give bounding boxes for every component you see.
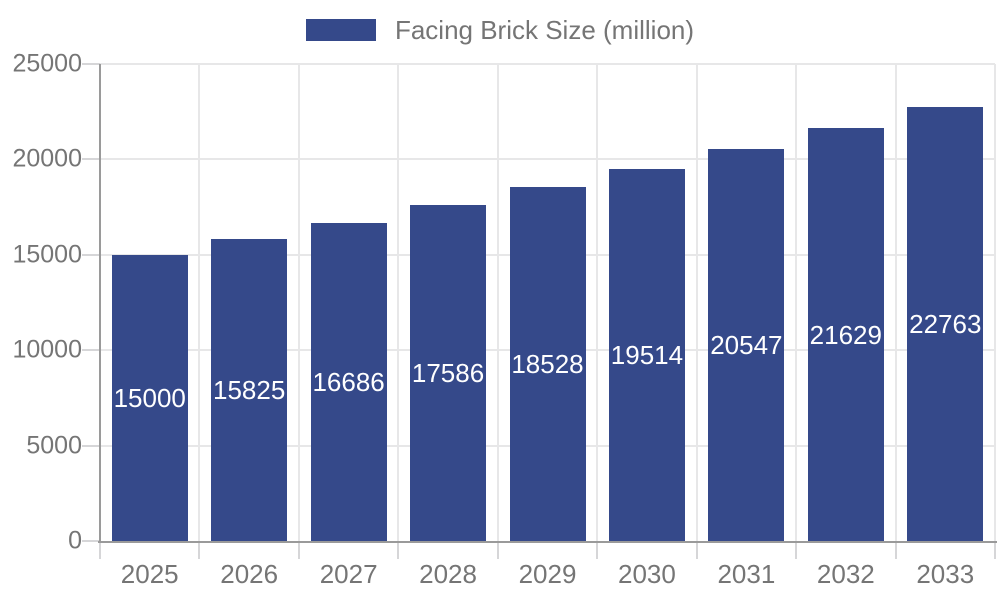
bar-value-label: 18528 xyxy=(511,349,584,380)
bar-value-label: 22763 xyxy=(909,308,982,339)
y-axis-line xyxy=(99,64,101,541)
x-tick-label: 2030 xyxy=(618,559,676,589)
y-axis-tick xyxy=(82,63,100,65)
x-tick-label: 2032 xyxy=(816,559,875,589)
x-tick-label: 2031 xyxy=(717,559,776,589)
y-tick-label: 0 xyxy=(68,526,82,555)
x-tick-label: 2028 xyxy=(419,559,477,589)
x-axis-tick xyxy=(795,541,798,559)
x-axis-tick xyxy=(596,541,599,559)
v-gridline xyxy=(198,64,201,541)
y-axis-tick xyxy=(82,540,100,542)
x-axis-tick xyxy=(994,541,996,559)
bar xyxy=(211,239,288,541)
x-axis-tick xyxy=(198,541,201,559)
bar xyxy=(907,106,984,541)
bar-value-label: 21629 xyxy=(809,319,882,350)
bar-value-label: 15000 xyxy=(113,382,186,413)
bar-value-label: 20547 xyxy=(710,329,783,360)
bar-value-label: 19514 xyxy=(610,339,684,370)
h-gridline xyxy=(100,63,995,65)
bar xyxy=(310,222,387,541)
bar xyxy=(509,187,586,541)
x-axis-tick xyxy=(297,541,300,559)
x-axis-tick xyxy=(99,541,101,559)
v-gridline xyxy=(397,64,400,541)
x-axis-tick xyxy=(496,541,499,559)
y-axis-tick xyxy=(82,349,100,352)
y-axis-tick xyxy=(82,253,100,256)
bar-value-label: 17586 xyxy=(411,358,485,389)
y-tick-label: 15000 xyxy=(12,240,82,269)
y-tick-label: 5000 xyxy=(26,431,82,460)
v-gridline xyxy=(695,64,698,541)
v-gridline xyxy=(894,64,897,541)
x-tick-label: 2029 xyxy=(518,559,577,589)
v-gridline xyxy=(596,64,599,541)
x-tick-label: 2025 xyxy=(120,559,179,589)
legend-label: Facing Brick Size (million) xyxy=(394,15,695,45)
bar xyxy=(111,254,188,541)
legend-swatch xyxy=(305,19,376,41)
x-tick-label: 2027 xyxy=(319,559,378,589)
y-tick-label: 20000 xyxy=(12,144,82,173)
bar xyxy=(410,205,487,541)
v-gridline xyxy=(297,64,300,541)
bar-value-label: 16686 xyxy=(312,366,385,397)
y-axis-tick xyxy=(82,444,100,447)
y-axis-tick xyxy=(82,158,100,161)
x-tick-label: 2033 xyxy=(916,559,975,589)
h-gridline xyxy=(100,158,995,161)
bar xyxy=(708,148,785,541)
x-axis-line xyxy=(98,541,997,543)
v-gridline xyxy=(994,64,996,541)
x-axis-tick xyxy=(695,541,698,559)
v-gridline xyxy=(496,64,499,541)
bar xyxy=(608,168,685,541)
x-axis-tick xyxy=(397,541,400,559)
y-tick-label: 10000 xyxy=(12,335,82,364)
bar-value-label: 15825 xyxy=(213,375,286,406)
x-axis-tick xyxy=(894,541,897,559)
x-tick-label: 2026 xyxy=(220,559,279,589)
legend[interactable]: Facing Brick Size (million) xyxy=(0,15,1000,45)
y-tick-label: 25000 xyxy=(12,49,82,78)
bar xyxy=(807,128,884,541)
v-gridline xyxy=(795,64,798,541)
